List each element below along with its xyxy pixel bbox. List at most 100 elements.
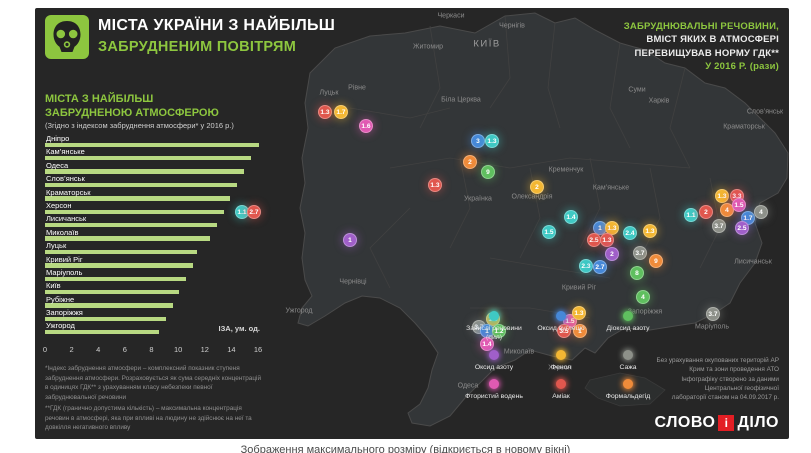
chart-title-line1: МІСТА З НАЙБІЛЬШ	[45, 93, 154, 105]
bar	[45, 330, 160, 335]
map-city-label: Краматорськ	[723, 123, 765, 131]
map-city-label: Чернівці	[339, 278, 367, 286]
map-city-label: Біла Церква	[441, 96, 481, 104]
legend-item: Діоксид азоту	[597, 311, 659, 343]
pollutant-dot-no2: 8	[630, 266, 644, 280]
map-city-label: Маріуполь	[694, 323, 730, 331]
main-title: МІСТА УКРАЇНИ З НАЙБІЛЬШ ЗАБРУДНЕНИМ ПОВ…	[98, 15, 335, 55]
pollutant-dot-hf: 1.6	[359, 119, 373, 133]
logo-red-square: і	[718, 415, 735, 431]
bar	[45, 236, 211, 241]
pollutant-dot-phenol: 1.3	[715, 189, 729, 203]
pollutant-dot-hf: 1.4	[480, 337, 494, 351]
legend-item: Фенол	[530, 349, 592, 373]
caption-link[interactable]: Зображення максимального розміру (відкри…	[240, 444, 571, 453]
pollutant-dot-formaldehyde: 2	[463, 155, 477, 169]
tick-label: 4	[96, 345, 101, 354]
axis-ticks: 0 2 4 6 8 10 12 14 16	[43, 345, 262, 355]
pollutant-dot-dust: 2.4	[623, 226, 637, 240]
legend-item: Аміак	[530, 379, 592, 402]
bar-row: Херсон	[45, 201, 260, 214]
map-city-label: Запоріжжя	[627, 308, 663, 316]
bar-label: Запоріжжя	[46, 308, 83, 318]
map-city-label: Харків	[648, 97, 670, 105]
map-city-label: Ужгород	[285, 307, 313, 315]
map-city-label: Луцьк	[319, 89, 339, 97]
pollutant-dot-ammonia: 1.3	[318, 105, 332, 119]
bar	[45, 209, 224, 214]
gas-mask-icon	[45, 15, 89, 59]
legend-dot-dust	[489, 311, 499, 321]
bar-label: Луцьк	[46, 241, 67, 251]
legend-item: Фтористий водень	[463, 379, 525, 402]
source-line: Без урахування окупованих територій АР	[656, 357, 779, 364]
right-title: ЗАБРУДНЮВАЛЬНІ РЕЧОВИНИ, ВМІСТ ЯКИХ В АТ…	[624, 20, 779, 73]
brand-logo: СЛОВО і ДІЛО	[655, 414, 779, 432]
bar	[45, 196, 231, 201]
legend-label: Діоксид азоту	[606, 325, 650, 332]
pollutant-dot-soot: 3.7	[706, 307, 720, 321]
pollutant-dot-no2: 9	[481, 165, 495, 179]
map-city-label: КИЇВ	[473, 38, 501, 50]
legend: Завислі речовини (пил) Оксид вуглецю Діокс…	[463, 311, 659, 402]
pollutant-dot-formaldehyde: 9	[649, 254, 663, 268]
bar-label: Маріуполь	[46, 267, 83, 277]
legend-item: Формальдегід	[597, 379, 659, 402]
map-city-label: Житомир	[412, 43, 444, 51]
bar-row: Кам’янське	[45, 147, 260, 161]
map-city-label: Кам’янське	[592, 184, 630, 192]
map-city-label: Херсон	[548, 364, 572, 372]
main-title-line2: ЗАБРУДНЕНИМ ПОВІТРЯМ	[98, 39, 297, 55]
map-city-label: Олександрія	[511, 193, 553, 201]
bar-label: Миколаїв	[46, 227, 79, 237]
source-line: Крим та зони проведення АТО	[689, 366, 779, 374]
bar	[45, 182, 238, 188]
map-city-label: Черкаси	[437, 12, 465, 20]
pollutant-dot-no: 2.5	[735, 221, 749, 235]
right-title-line3: ПЕРЕВИЩУВАВ НОРМУ ГДК**	[634, 47, 779, 59]
tick-label: 12	[200, 345, 209, 354]
tick-label: 6	[122, 345, 127, 354]
legend-dot-phenol	[556, 349, 566, 360]
bar-label: Слов’янськ	[46, 174, 85, 184]
legend-item: Сажа	[597, 349, 659, 373]
bar-row: Київ	[45, 281, 260, 295]
map-city-label: Слов’янськ	[746, 108, 784, 116]
pollutant-dot-dust: 1.4	[564, 210, 578, 224]
chart-subtitle: (Згідно з індексом забруднення атмосфери…	[45, 121, 234, 130]
pollutant-dot-co: 2.7	[593, 260, 607, 274]
bar-row: Краматорськ	[45, 188, 260, 201]
pollutant-dot-formaldehyde: 1	[573, 324, 587, 338]
legend-label: Фенол	[550, 363, 572, 371]
map-city-label: Одеса	[457, 382, 479, 390]
pollutant-dot-dust: 1.1	[684, 208, 698, 222]
ukraine-map-svg	[297, 12, 789, 427]
infographic: МІСТА УКРАЇНИ З НАЙБІЛЬШ ЗАБРУДНЕНИМ ПОВ…	[35, 8, 789, 439]
tick-label: 8	[149, 345, 154, 354]
bar-label: Краматорськ	[46, 187, 91, 197]
map-city-label: Миколаїв	[503, 348, 535, 356]
legend-label: Фтористий водень	[465, 393, 523, 401]
bar	[45, 142, 259, 147]
bar-label: Рубіжне	[46, 294, 75, 304]
legend-dot-no2	[623, 311, 633, 321]
tick-label: 14	[227, 345, 236, 354]
bar	[45, 222, 217, 228]
bar-label: Кривий Ріг	[46, 254, 83, 264]
chart-title: МІСТА З НАЙБІЛЬШ ЗАБРУДНЕНОЮ АТМОСФЕРОЮ	[45, 92, 219, 121]
bar-label: Ужгород	[46, 321, 75, 331]
bar	[45, 316, 166, 322]
map-city-label: Чернігів	[499, 22, 525, 30]
right-title-line2: ВМІСТ ЯКИХ В АТМОСФЕРІ	[646, 34, 779, 46]
pollutant-dot-ammonia: 3.5	[557, 324, 571, 338]
legend-label: Завислі речовини (пил)	[466, 325, 522, 341]
pollutant-dot-ammonia: 2.5	[587, 233, 601, 247]
bar-chart-rows: Дніпро Кам’янське Одеса Слов’янськ Краматорс…	[45, 134, 260, 335]
pollutant-dot-dust: 2.3	[579, 259, 593, 273]
legend-dot-formaldehyde	[623, 379, 633, 390]
bar	[45, 249, 197, 255]
legend-label: Оксид азоту	[474, 363, 514, 371]
map-city-label: Суми	[628, 86, 646, 94]
source-note: Без урахування окупованих територій АР Кр…	[657, 356, 779, 402]
